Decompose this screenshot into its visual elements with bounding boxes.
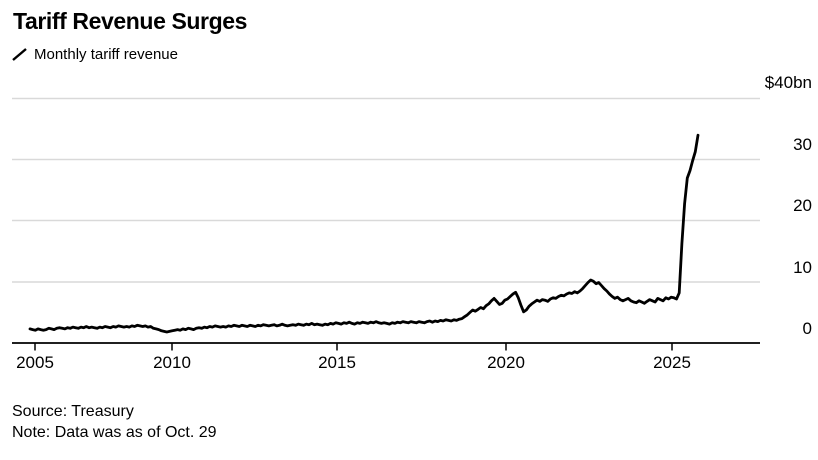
x-axis-label-2015: 2015 (318, 353, 356, 372)
legend-label: Monthly tariff revenue (34, 46, 178, 63)
x-axis-label-2025: 2025 (653, 353, 691, 372)
x-axis-label-2010: 2010 (153, 353, 191, 372)
y-axis-label-20: 20 (793, 196, 812, 215)
note-line: Note: Data was as of Oct. 29 (12, 424, 217, 441)
revenue-line-series (28, 133, 700, 334)
chart-footer: Source: Treasury Note: Data was as of Oc… (12, 401, 217, 443)
x-axis-ticks (34, 343, 673, 351)
page-title: Tariff Revenue Surges (13, 8, 248, 34)
y-axis-label-0: 0 (802, 319, 812, 338)
x-axis-label-2020: 2020 (487, 353, 525, 372)
legend: Monthly tariff revenue (12, 46, 178, 63)
gridlines (12, 97, 760, 283)
y-axis-label-40: $40bn (764, 73, 812, 92)
x-axis-label-2005: 2005 (16, 353, 54, 372)
y-axis-label-30: 30 (793, 135, 812, 154)
slash-icon (12, 48, 27, 61)
source-line: Source: Treasury (12, 403, 134, 420)
y-axis-label-10: 10 (793, 258, 812, 277)
